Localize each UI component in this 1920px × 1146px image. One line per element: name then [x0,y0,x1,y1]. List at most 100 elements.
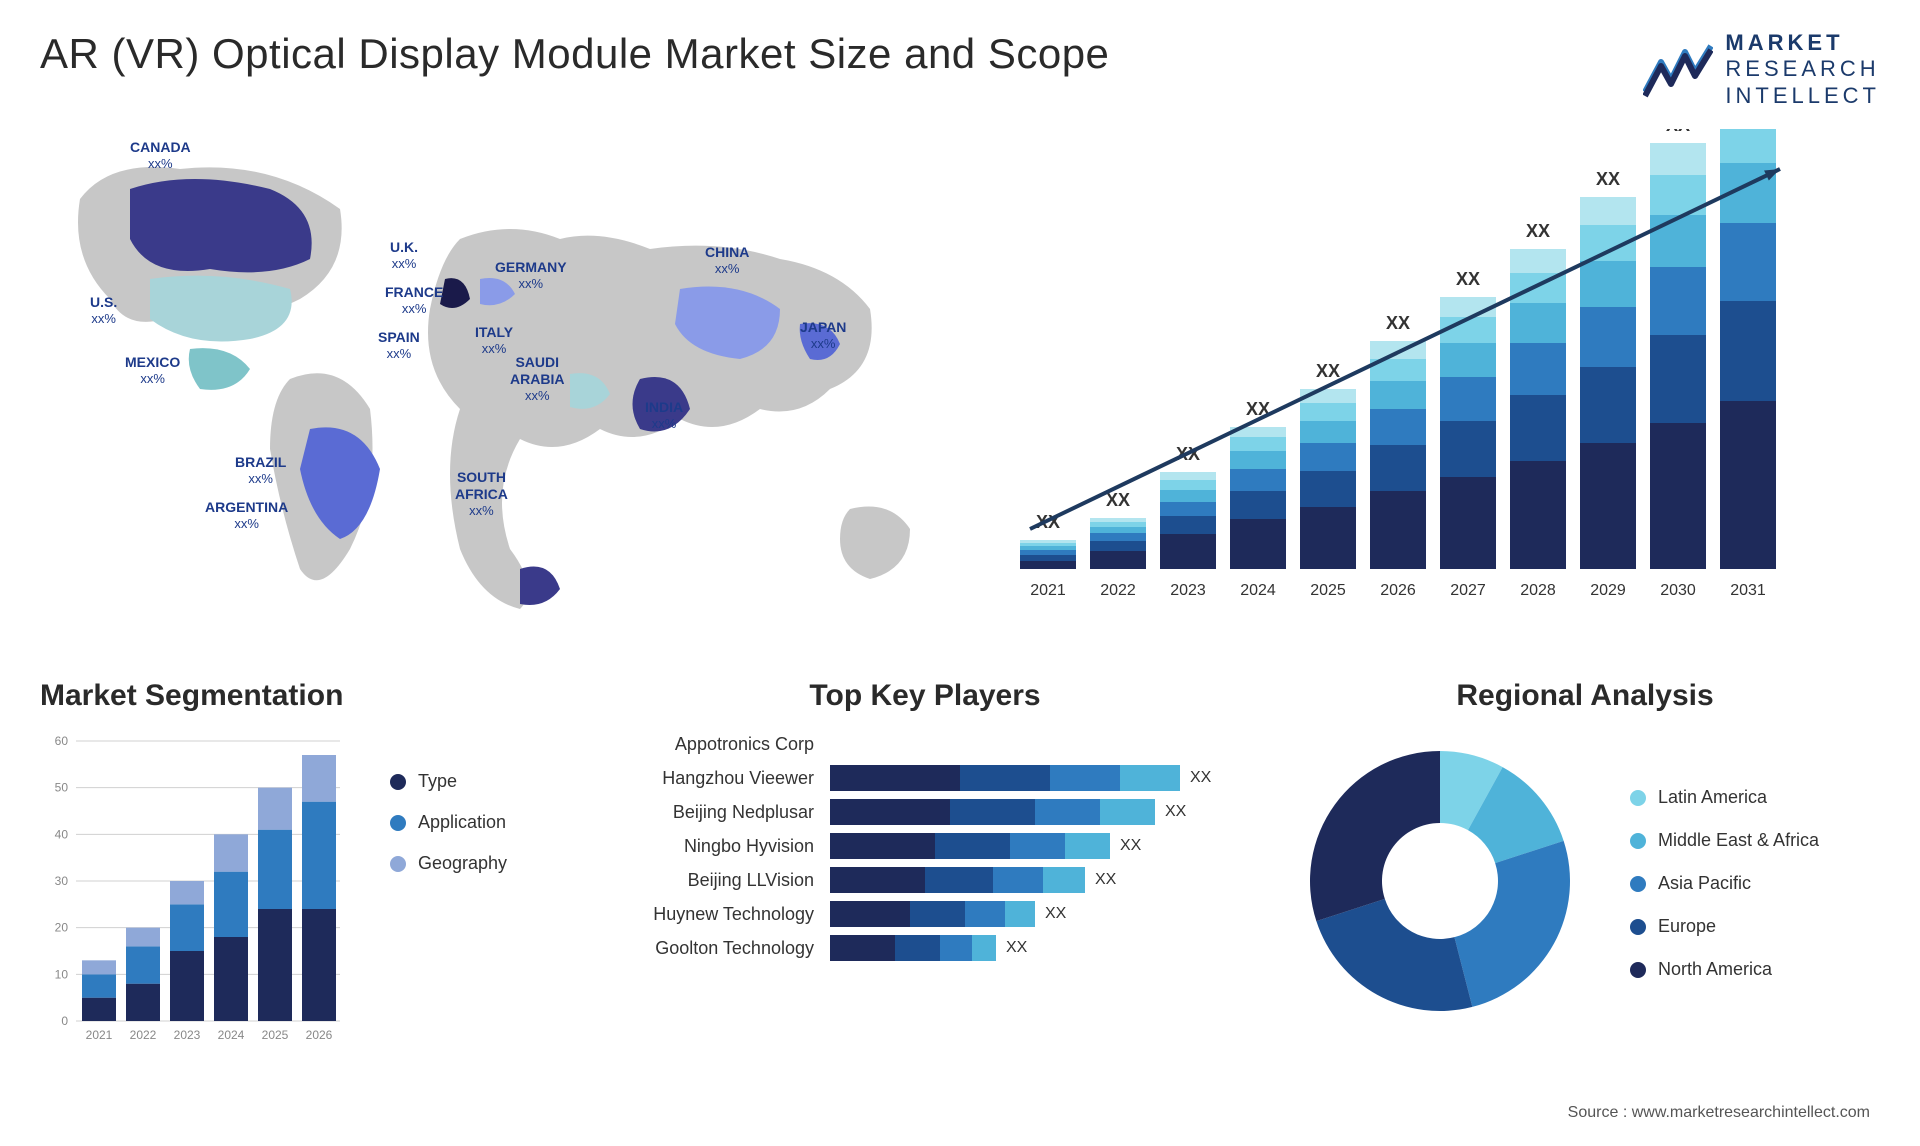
segmentation-legend: Type Application Geography [390,771,507,874]
player-value: XX [1006,939,1027,957]
player-bar [830,901,1035,927]
player-name: Hangzhou Vieewer [610,768,820,789]
player-bar-segment [830,799,950,825]
player-value: XX [1190,769,1211,787]
legend-label: North America [1658,959,1772,980]
player-bar-segment [1100,799,1155,825]
svg-text:2031: 2031 [1730,582,1766,599]
logo-icon [1643,42,1713,98]
map-label: SOUTHAFRICAxx% [455,469,508,518]
map-label: CANADAxx% [130,139,191,171]
svg-text:2025: 2025 [1310,582,1346,599]
player-bar-segment [1050,765,1120,791]
player-bar-segment [965,901,1005,927]
player-bar-segment [1065,833,1110,859]
bottom-row: Market Segmentation 01020304050602021202… [40,679,1880,1051]
player-bar [830,935,996,961]
legend-item: Type [390,771,507,792]
legend-label: Application [418,812,506,833]
svg-text:2029: 2029 [1590,582,1626,599]
legend-item: Application [390,812,507,833]
player-bar-segment [830,765,960,791]
legend-item: Asia Pacific [1630,873,1819,894]
source-text: Source : www.marketresearchintellect.com [1568,1104,1870,1122]
player-bar [830,833,1110,859]
player-row: Ningbo HyvisionXX [610,833,1240,859]
player-bar-wrap [830,731,1240,757]
player-bar-wrap: XX [830,799,1240,825]
player-name: Beijing LLVision [610,870,820,891]
logo-text: MARKET RESEARCH INTELLECT [1725,30,1880,109]
player-bar-segment [1005,901,1035,927]
svg-text:10: 10 [55,968,69,982]
legend-item: Latin America [1630,787,1819,808]
map-label: FRANCExx% [385,284,443,316]
legend-label: Geography [418,853,507,874]
player-row: Huynew TechnologyXX [610,901,1240,927]
legend-swatch [1630,790,1646,806]
players-title: Top Key Players [610,679,1240,713]
svg-text:XX: XX [1456,269,1480,289]
top-row: CANADAxx% U.S.xx% MEXICOxx% BRAZILxx% ARGENT… [40,129,1880,629]
svg-text:2028: 2028 [1520,582,1556,599]
page-title: AR (VR) Optical Display Module Market Si… [40,30,1109,78]
player-bar-segment [830,901,910,927]
svg-text:2027: 2027 [1450,582,1486,599]
player-bar-segment [1043,867,1085,893]
growth-chart-section: XX2021XX2022XX2023XX2024XX2025XX2026XX20… [1000,129,1880,629]
svg-text:XX: XX [1666,129,1690,135]
map-label: MEXICOxx% [125,354,180,386]
map-label: SPAINxx% [378,329,420,361]
players-section: Top Key Players Appotronics CorpHangzhou… [610,679,1240,961]
svg-text:2023: 2023 [1170,582,1206,599]
svg-text:XX: XX [1316,361,1340,381]
legend-label: Type [418,771,457,792]
svg-text:2024: 2024 [1240,582,1276,599]
legend-swatch [390,856,406,872]
map-label: BRAZILxx% [235,454,286,486]
regional-donut-chart [1290,731,1590,1031]
regional-legend: Latin AmericaMiddle East & AfricaAsia Pa… [1630,787,1819,980]
player-row: Goolton Technology XX [610,935,1240,961]
player-name: Goolton Technology [610,938,820,959]
map-label: U.S.xx% [90,294,117,326]
player-value: XX [1165,803,1186,821]
map-label: ARGENTINAxx% [205,499,288,531]
svg-text:2022: 2022 [1100,582,1136,599]
legend-swatch [1630,876,1646,892]
legend-swatch [1630,962,1646,978]
svg-text:2021: 2021 [86,1028,113,1042]
segmentation-bar-chart: 0102030405060202120222023202420252026 [40,731,360,1051]
player-row: Beijing LLVision XX [610,867,1240,893]
segmentation-section: Market Segmentation 01020304050602021202… [40,679,560,1051]
svg-text:50: 50 [55,781,69,795]
player-bar-segment [940,935,972,961]
map-label: JAPANxx% [800,319,846,351]
player-name: Beijing Nedplusar [610,802,820,823]
player-bar-wrap: XX [830,765,1240,791]
donut-wrap [1290,731,1590,1036]
legend-label: Europe [1658,916,1716,937]
map-label: ITALYxx% [475,324,513,356]
player-row: Hangzhou Vieewer XX [610,765,1240,791]
legend-swatch [390,815,406,831]
player-bar-segment [1120,765,1180,791]
map-label: INDIAxx% [645,399,683,431]
map-label: U.K.xx% [390,239,418,271]
legend-item: Europe [1630,916,1819,937]
legend-item: North America [1630,959,1819,980]
player-bar-segment [960,765,1050,791]
player-bar-segment [1010,833,1065,859]
svg-text:2021: 2021 [1030,582,1066,599]
player-row: Beijing Nedplusar XX [610,799,1240,825]
map-label: SAUDIARABIAxx% [510,354,564,403]
svg-text:2030: 2030 [1660,582,1696,599]
growth-bar-chart: XX2021XX2022XX2023XX2024XX2025XX2026XX20… [1000,129,1820,629]
segmentation-title: Market Segmentation [40,679,560,713]
svg-text:2025: 2025 [262,1028,289,1042]
svg-text:XX: XX [1526,221,1550,241]
svg-text:XX: XX [1386,313,1410,333]
legend-label: Asia Pacific [1658,873,1751,894]
svg-text:20: 20 [55,921,69,935]
player-bar-wrap: XX [830,867,1240,893]
